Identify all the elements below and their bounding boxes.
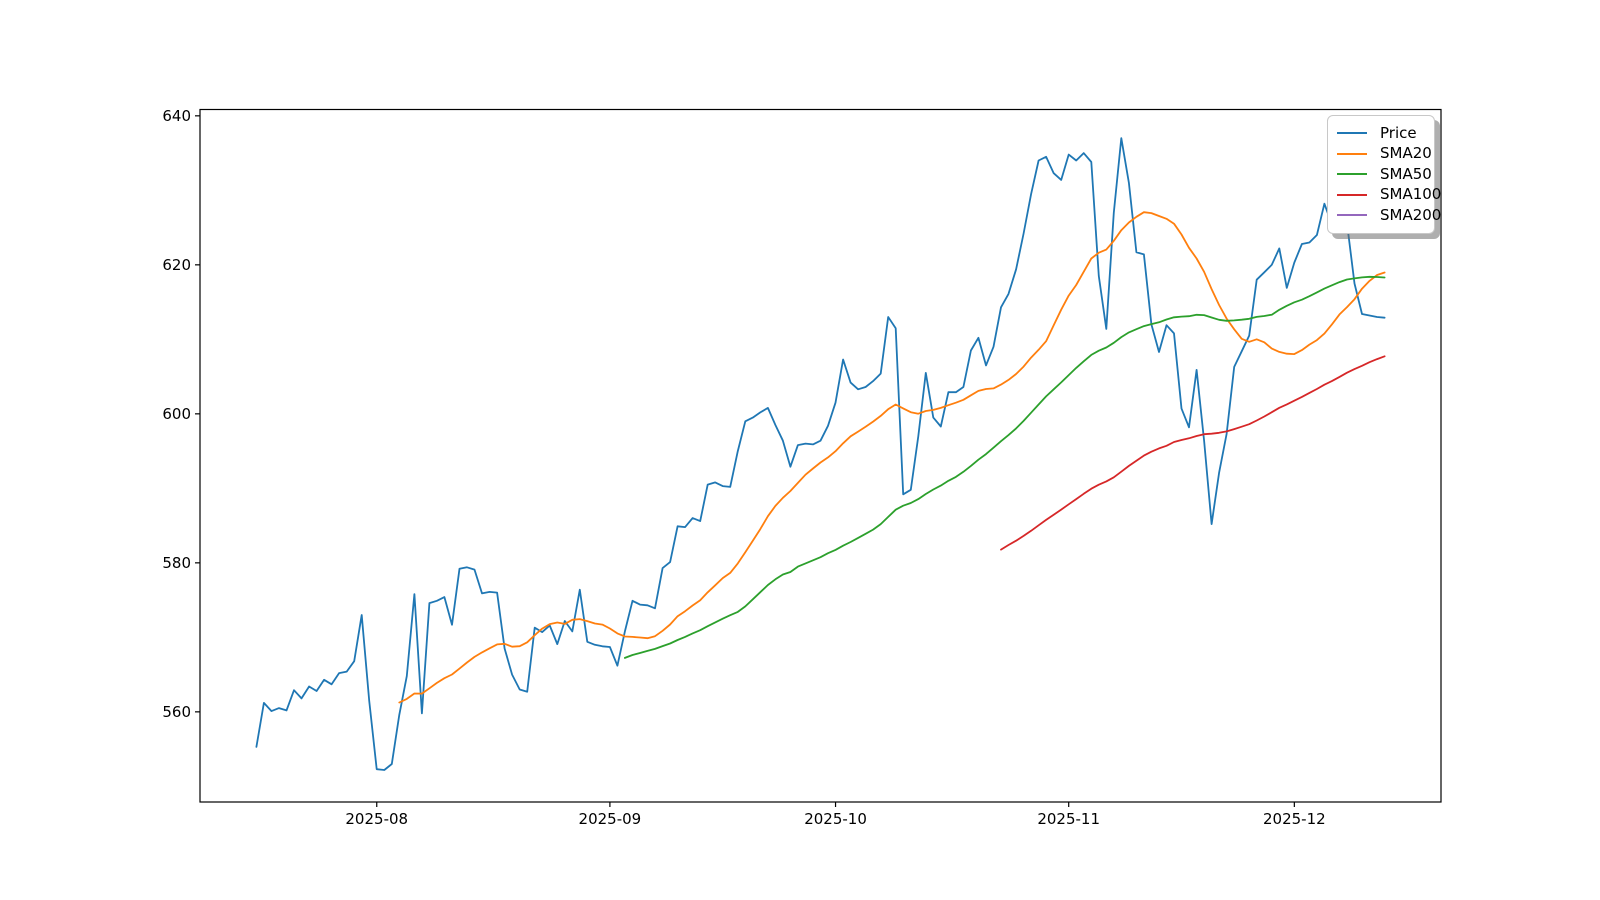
y-tick-label: 580 <box>162 554 191 572</box>
legend-row-sma20: SMA20 <box>1337 144 1432 165</box>
legend-label-sma200: SMA200 <box>1380 205 1442 224</box>
price-line <box>255 137 1386 771</box>
y-tick-label: 640 <box>162 107 191 125</box>
legend-label-sma100: SMA100 <box>1380 185 1442 204</box>
sma100-line <box>1000 355 1386 551</box>
sma50-line-swatch <box>1337 173 1367 176</box>
sma20-line-swatch <box>1337 152 1367 155</box>
sma50-line <box>624 275 1386 659</box>
y-tick-label: 560 <box>162 703 191 721</box>
sma100-line-swatch <box>1337 193 1367 196</box>
x-tick-label: 2025-10 <box>804 810 867 828</box>
x-tick-label: 2025-08 <box>345 810 408 828</box>
sma20-line <box>398 211 1386 704</box>
legend-row-price: Price <box>1337 123 1424 144</box>
plot-border <box>199 108 1442 803</box>
price-line-swatch <box>1337 132 1367 135</box>
x-tick-label: 2025-09 <box>579 810 642 828</box>
legend-label-price: Price <box>1380 123 1417 142</box>
legend-row-sma200: SMA200 <box>1337 205 1441 226</box>
legend-label-sma20: SMA20 <box>1380 144 1432 163</box>
sma200-line-swatch <box>1337 214 1367 217</box>
y-tick-label: 620 <box>162 256 191 274</box>
x-tick-label: 2025-12 <box>1263 810 1326 828</box>
x-tick-label: 2025-11 <box>1037 810 1100 828</box>
legend-row-sma50: SMA50 <box>1337 164 1432 185</box>
series-lines <box>255 137 1386 771</box>
legend-label-sma50: SMA50 <box>1380 164 1432 183</box>
y-tick-label: 600 <box>162 405 191 423</box>
legend: Price SMA20 SMA50 SMA100 SMA200 <box>1327 115 1441 234</box>
axes: 560 580 600 620 640 2025-08 2025-09 2025-10 2025… <box>162 107 1442 828</box>
legend-row-sma100: SMA100 <box>1337 185 1441 206</box>
